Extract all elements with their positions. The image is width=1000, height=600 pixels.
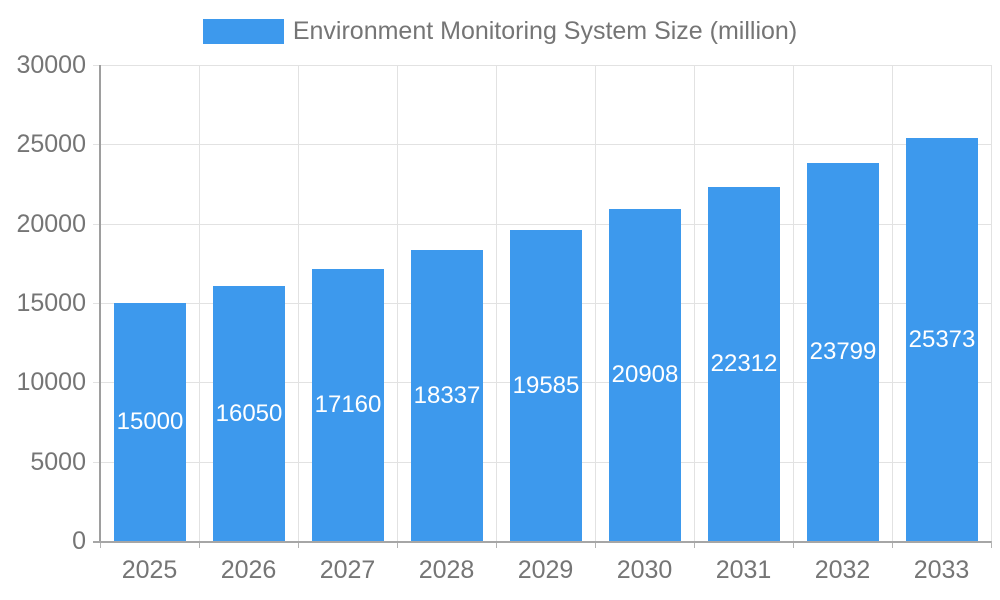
bar[interactable] — [510, 230, 582, 541]
bar[interactable] — [807, 163, 879, 541]
bar-value-label: 22312 — [710, 350, 778, 377]
x-tick-label: 2033 — [913, 556, 970, 584]
bar-value-label: 23799 — [809, 338, 877, 365]
legend: Environment Monitoring System Size (mill… — [0, 14, 1000, 48]
v-gridline — [990, 65, 992, 541]
x-tick-label: 2026 — [220, 556, 277, 584]
y-tick-label: 25000 — [16, 130, 86, 158]
bar-value-label: 25373 — [908, 326, 976, 353]
x-tick — [297, 541, 299, 548]
y-tick-label: 0 — [72, 527, 86, 555]
y-tick — [93, 64, 100, 66]
x-tick-label: 2025 — [121, 556, 178, 584]
bar[interactable] — [609, 209, 681, 541]
h-gridline — [100, 143, 991, 145]
x-tick-label: 2030 — [616, 556, 673, 584]
legend-swatch — [202, 18, 284, 44]
v-gridline — [297, 65, 299, 541]
bar[interactable] — [906, 138, 978, 541]
bar-value-label: 16050 — [215, 400, 283, 427]
y-tick-label: 20000 — [16, 210, 86, 238]
y-tick — [93, 223, 100, 225]
bar-value-label: 18337 — [413, 382, 481, 409]
v-gridline — [198, 65, 200, 541]
x-tick — [396, 541, 398, 548]
bar-value-label: 19585 — [512, 372, 580, 399]
x-tick — [99, 541, 101, 548]
bar-value-label: 17160 — [314, 391, 382, 418]
bar-value-label: 20908 — [611, 361, 679, 388]
x-tick-label: 2031 — [715, 556, 772, 584]
x-tick — [792, 541, 794, 548]
bar[interactable] — [114, 303, 186, 541]
x-tick-label: 2028 — [418, 556, 475, 584]
h-gridline — [100, 64, 991, 66]
x-tick-label: 2029 — [517, 556, 574, 584]
v-gridline — [396, 65, 398, 541]
x-tick — [198, 541, 200, 548]
x-tick-label: 2032 — [814, 556, 871, 584]
y-tick — [93, 381, 100, 383]
v-gridline — [693, 65, 695, 541]
y-tick — [93, 143, 100, 145]
x-tick-label: 2027 — [319, 556, 376, 584]
y-tick — [93, 461, 100, 463]
y-tick-label: 30000 — [16, 51, 86, 79]
y-axis-labels: 0 5000 10000 15000 20000 25000 30000 — [0, 52, 86, 554]
x-tick — [594, 541, 596, 548]
plot-area: 15000 16050 17160 18337 19585 20908 22312 23799… — [93, 64, 992, 548]
x-tick — [891, 541, 893, 548]
x-axis-line — [93, 541, 991, 543]
bar-value-label: 15000 — [116, 408, 184, 435]
bar[interactable] — [312, 269, 384, 541]
x-tick — [990, 541, 992, 548]
v-gridline — [594, 65, 596, 541]
x-tick — [495, 541, 497, 548]
v-gridline — [891, 65, 893, 541]
v-gridline — [495, 65, 497, 541]
x-tick — [693, 541, 695, 548]
x-axis-labels: 2025 2026 2027 2028 2029 2030 2031 2032 2033 — [100, 556, 991, 586]
y-tick-label: 15000 — [16, 289, 86, 317]
h-gridline — [100, 223, 991, 225]
v-gridline — [792, 65, 794, 541]
y-tick — [93, 302, 100, 304]
legend-label: Environment Monitoring System Size (mill… — [292, 17, 798, 45]
y-tick-label: 10000 — [16, 368, 86, 396]
legend-item[interactable]: Environment Monitoring System Size (mill… — [202, 17, 798, 45]
bar[interactable] — [213, 286, 285, 541]
y-axis-line — [99, 65, 101, 541]
bar[interactable] — [708, 187, 780, 541]
y-tick-label: 5000 — [30, 448, 86, 476]
bar[interactable] — [411, 250, 483, 541]
